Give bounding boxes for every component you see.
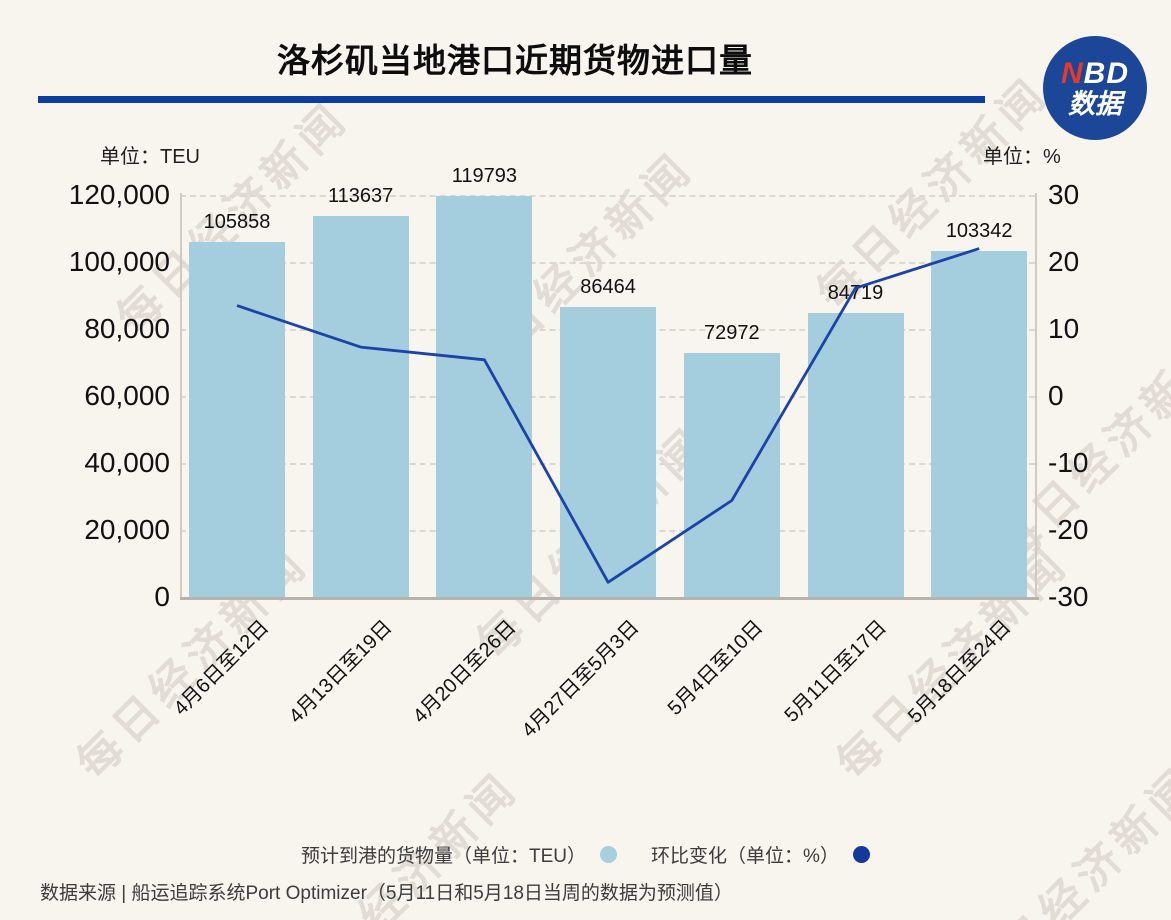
x-axis-tick-label: 5月11日至17日 [780,616,892,727]
bar-value-label: 103342 [945,219,1013,242]
x-axis-tick-label: 5月4日至10日 [664,616,768,720]
left-axis-tick-label: 100,000 [68,246,170,277]
bar [683,352,780,597]
logo-nbd-text: NBD [1061,58,1129,90]
axis-line-vertical [1035,193,1037,599]
bar-value-label: 119793 [451,164,518,187]
right-axis-tick-label: -10 [1048,447,1089,478]
left-axis-tick-label: 0 [154,581,170,612]
axis-line-bottom [180,597,1039,600]
right-axis-unit-label: 单位：% [983,146,1061,168]
legend-label-line: 环比变化（单位：%） [651,845,839,867]
bar [436,195,533,597]
x-axis-tick-label: 4月13日至19日 [285,616,397,728]
right-axis-tick-label: 0 [1048,380,1064,411]
right-axis-tick-label: 20 [1048,246,1080,277]
legend-label-bars: 预计到港的货物量（单位：TEU） [301,845,587,867]
x-axis-tick-label: 4月27日至5月3日 [518,616,644,742]
logo-sub-text: 数据 [1068,88,1122,119]
watermark-text: 每日经济新闻 [957,757,1171,920]
left-axis-tick-label: 120,000 [68,179,170,210]
trend-line [236,247,980,584]
bar [807,313,904,597]
x-axis-tick-label: 5月18日至24日 [903,616,1016,728]
bar [931,250,1028,597]
right-axis-tick-label: -30 [1048,581,1089,612]
left-axis-tick-label: 40,000 [84,447,170,478]
legend: 预计到港的货物量（单位：TEU） 环比变化（单位：%） [0,840,1171,868]
left-axis-unit-label: 单位：TEU [100,146,200,168]
logo-letters-bd: BD [1083,57,1129,91]
x-axis-tick-label: 4月6日至12日 [169,616,273,720]
left-axis-tick-label: 80,000 [84,313,170,344]
logo-letter-n: N [1060,57,1084,91]
title-underline [38,96,985,103]
x-axis-tick-label: 4月20日至26日 [408,616,521,728]
gridline [180,195,1035,197]
data-source-note: 数据来源 | 船运追踪系统Port Optimizer（5月11日和5月18日当… [40,883,733,904]
left-axis-tick-label: 20,000 [84,514,170,545]
gridline [180,262,1035,264]
trend-line-layer [236,247,980,584]
bar-value-label: 86464 [580,276,636,299]
bar-value-label: 84719 [827,282,884,305]
right-axis-tick-label: -20 [1048,514,1089,545]
chart-title: 洛杉矶当地港口近期货物进口量 [277,42,753,79]
legend-dot-line [852,845,870,863]
bar-value-label: 105858 [203,211,271,234]
right-axis-tick-label: 10 [1048,313,1080,344]
right-axis-tick-label: 30 [1048,179,1080,210]
bar [312,216,409,597]
bar [189,242,285,597]
bar-value-label: 113637 [328,185,394,208]
left-axis-tick-label: 60,000 [84,380,170,411]
axis-line-vertical [180,193,182,599]
nbd-data-logo: NBD 数据 [1043,36,1147,140]
bar [560,307,657,597]
legend-dot-bars [600,845,618,863]
bar-value-label: 72972 [703,321,760,344]
